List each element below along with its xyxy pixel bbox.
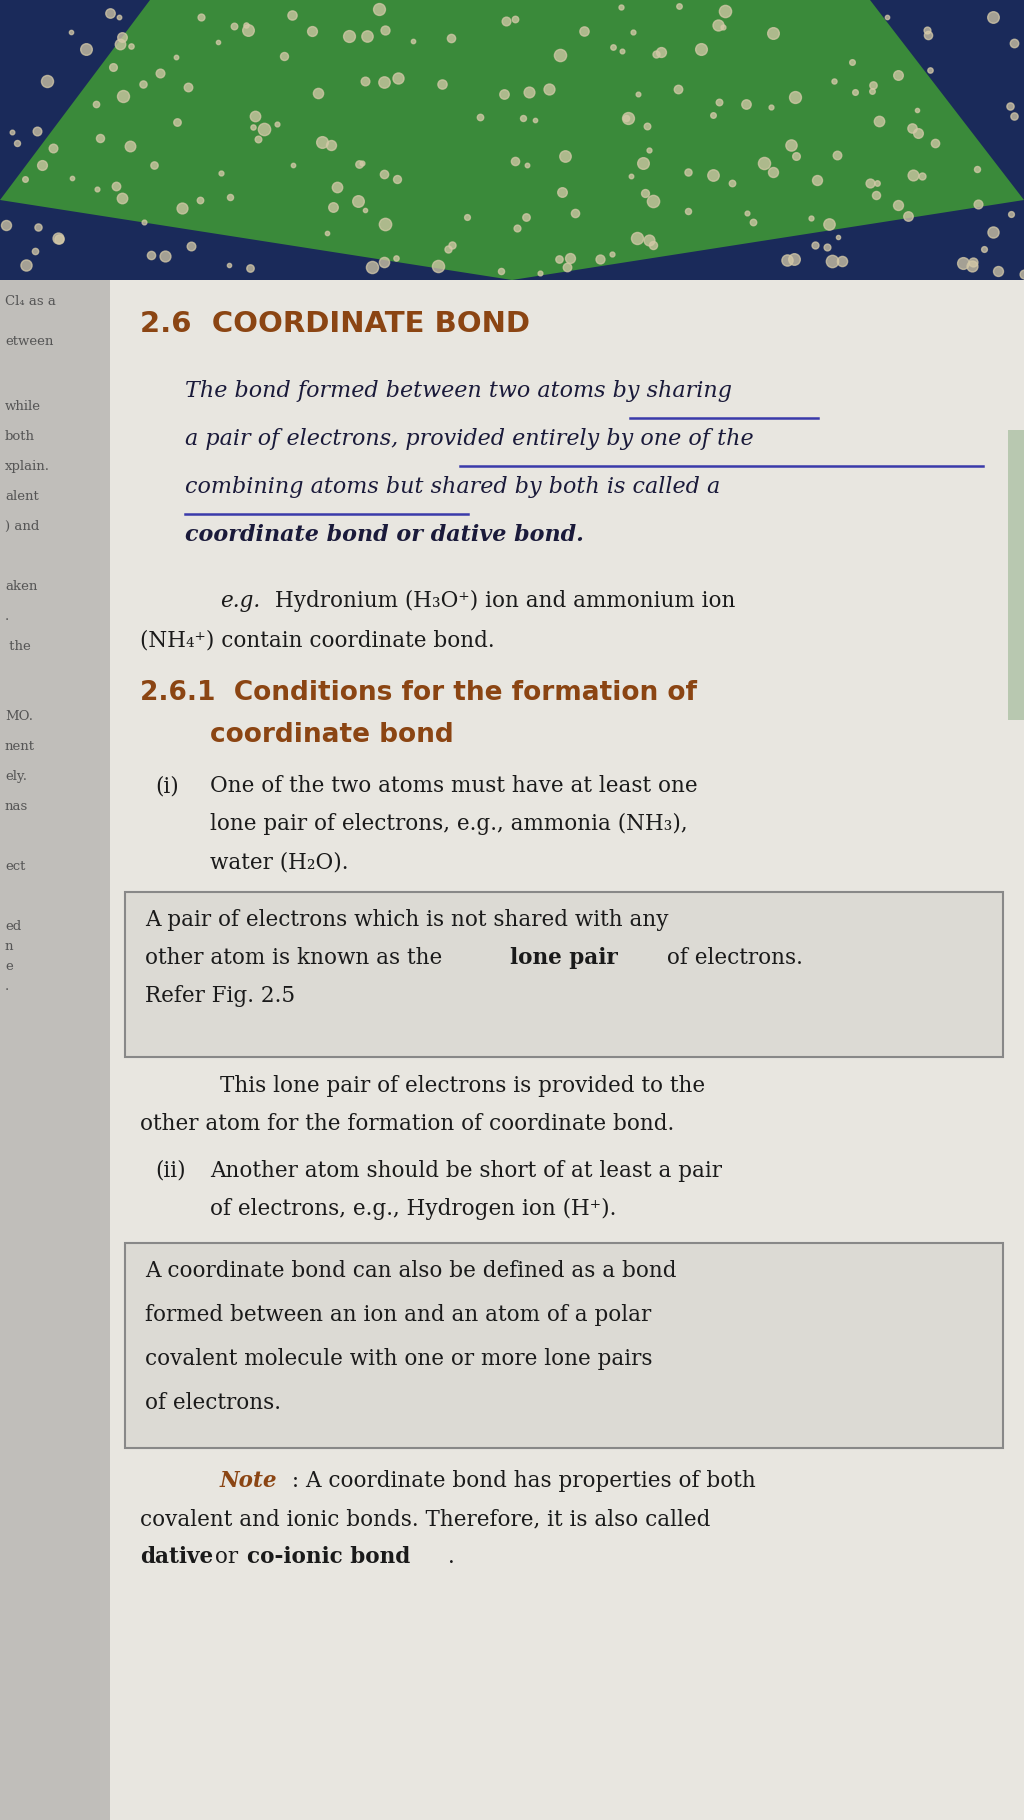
Text: of electrons.: of electrons. bbox=[660, 946, 803, 968]
Text: the: the bbox=[5, 641, 31, 653]
Text: .: . bbox=[5, 979, 9, 994]
Text: coordinate bond or dative bond.: coordinate bond or dative bond. bbox=[185, 524, 584, 546]
Text: (i): (i) bbox=[155, 775, 179, 797]
Text: ely.: ely. bbox=[5, 770, 27, 783]
Text: A pair of electrons which is not shared with any: A pair of electrons which is not shared … bbox=[145, 908, 669, 932]
Text: e.g.: e.g. bbox=[220, 590, 260, 612]
Text: A coordinate bond can also be defined as a bond: A coordinate bond can also be defined as… bbox=[145, 1259, 677, 1281]
Text: aken: aken bbox=[5, 581, 37, 593]
Text: (NH₄⁺) contain coordinate bond.: (NH₄⁺) contain coordinate bond. bbox=[140, 630, 495, 652]
Text: .: . bbox=[449, 1545, 455, 1569]
Text: 2.6.1  Conditions for the formation of: 2.6.1 Conditions for the formation of bbox=[140, 681, 697, 706]
Text: dative: dative bbox=[140, 1545, 213, 1569]
Text: Another atom should be short of at least a pair: Another atom should be short of at least… bbox=[210, 1159, 722, 1181]
Text: lone pair of electrons, e.g., ammonia (NH₃),: lone pair of electrons, e.g., ammonia (N… bbox=[210, 814, 688, 835]
FancyBboxPatch shape bbox=[125, 892, 1002, 1057]
Polygon shape bbox=[0, 0, 1024, 280]
Text: or: or bbox=[208, 1545, 245, 1569]
Text: other atom is known as the: other atom is known as the bbox=[145, 946, 450, 968]
Text: n: n bbox=[5, 939, 13, 954]
Text: combining atoms but shared by both is called a: combining atoms but shared by both is ca… bbox=[185, 477, 720, 499]
Text: lone pair: lone pair bbox=[510, 946, 617, 968]
FancyBboxPatch shape bbox=[0, 280, 110, 1820]
Text: 2.6  COORDINATE BOND: 2.6 COORDINATE BOND bbox=[140, 309, 530, 339]
FancyBboxPatch shape bbox=[125, 1243, 1002, 1449]
Text: of electrons.: of electrons. bbox=[145, 1392, 281, 1414]
Text: ed: ed bbox=[5, 919, 22, 934]
Text: MO.: MO. bbox=[5, 710, 33, 723]
Text: e: e bbox=[5, 959, 12, 974]
Text: The bond formed between two atoms by sharing: The bond formed between two atoms by sha… bbox=[185, 380, 732, 402]
Text: xplain.: xplain. bbox=[5, 460, 50, 473]
Polygon shape bbox=[0, 0, 1024, 280]
Text: of electrons, e.g., Hydrogen ion (H⁺).: of electrons, e.g., Hydrogen ion (H⁺). bbox=[210, 1198, 616, 1219]
Text: ) and: ) and bbox=[5, 521, 39, 533]
Text: Note: Note bbox=[220, 1471, 278, 1492]
Text: : A coordinate bond has properties of both: : A coordinate bond has properties of bo… bbox=[285, 1471, 756, 1492]
Text: (ii): (ii) bbox=[155, 1159, 185, 1181]
Text: water (H₂O).: water (H₂O). bbox=[210, 852, 348, 874]
Text: covalent molecule with one or more lone pairs: covalent molecule with one or more lone … bbox=[145, 1349, 652, 1370]
Text: formed between an ion and an atom of a polar: formed between an ion and an atom of a p… bbox=[145, 1303, 651, 1327]
Text: One of the two atoms must have at least one: One of the two atoms must have at least … bbox=[210, 775, 697, 797]
Text: other atom for the formation of coordinate bond.: other atom for the formation of coordina… bbox=[140, 1114, 674, 1136]
FancyBboxPatch shape bbox=[110, 280, 1024, 1820]
Text: both: both bbox=[5, 430, 35, 442]
Text: nas: nas bbox=[5, 801, 29, 814]
FancyBboxPatch shape bbox=[1008, 430, 1024, 721]
Text: Cl₄ as a: Cl₄ as a bbox=[5, 295, 56, 308]
Text: ect: ect bbox=[5, 861, 26, 874]
Text: nent: nent bbox=[5, 741, 35, 753]
Text: .: . bbox=[5, 610, 9, 622]
Text: a pair of electrons, provided entirely by one of the: a pair of electrons, provided entirely b… bbox=[185, 428, 754, 450]
Text: etween: etween bbox=[5, 335, 53, 348]
Text: Hydronium (H₃O⁺) ion and ammonium ion: Hydronium (H₃O⁺) ion and ammonium ion bbox=[275, 590, 735, 612]
Text: covalent and ionic bonds. Therefore, it is also called: covalent and ionic bonds. Therefore, it … bbox=[140, 1509, 711, 1531]
Text: co-ionic bond: co-ionic bond bbox=[247, 1545, 411, 1569]
Text: coordinate bond: coordinate bond bbox=[210, 723, 454, 748]
Text: This lone pair of electrons is provided to the: This lone pair of electrons is provided … bbox=[220, 1076, 706, 1097]
Text: while: while bbox=[5, 400, 41, 413]
Text: alent: alent bbox=[5, 490, 39, 502]
Text: Refer Fig. 2.5: Refer Fig. 2.5 bbox=[145, 985, 295, 1006]
